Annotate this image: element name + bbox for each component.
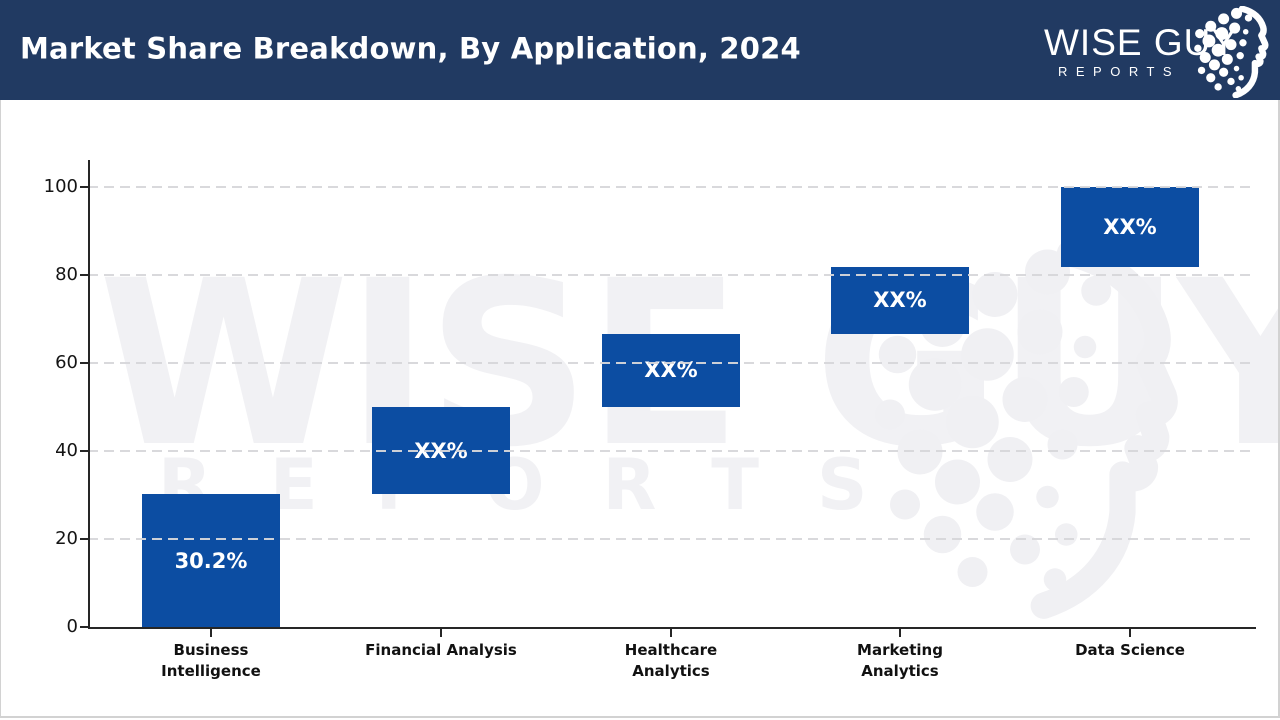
y-axis-line bbox=[88, 160, 90, 629]
x-axis-tick-mark bbox=[899, 629, 901, 637]
category-label-line: Marketing bbox=[857, 641, 943, 659]
y-axis-tick-label: 20 bbox=[55, 528, 78, 549]
dotted-head-icon bbox=[1194, 6, 1269, 98]
gridline-y60 bbox=[88, 362, 1256, 364]
y-axis-tick-label: 40 bbox=[55, 440, 78, 461]
category-label-line: Financial Analysis bbox=[365, 641, 517, 659]
page-title: Market Share Breakdown, By Application, … bbox=[20, 31, 801, 66]
watermark-head-icon bbox=[875, 240, 1178, 619]
x-axis-tick-mark bbox=[210, 629, 212, 637]
category-label-line: Data Science bbox=[1075, 641, 1185, 659]
y-axis-tick-mark bbox=[80, 450, 88, 452]
category-label: Healthcare Analytics bbox=[561, 640, 781, 682]
waterfall-bar: XX% bbox=[1061, 187, 1199, 268]
frame-border-left bbox=[0, 100, 1, 718]
gridline-y20 bbox=[88, 538, 1256, 540]
x-axis-tick-mark bbox=[670, 629, 672, 637]
frame-border-right bbox=[1278, 100, 1280, 718]
y-axis-tick-label: 100 bbox=[43, 176, 78, 197]
frame-border-bottom bbox=[0, 716, 1280, 718]
y-axis-tick-label: 0 bbox=[66, 616, 78, 637]
waterfall-bar: 30.2% bbox=[142, 494, 280, 627]
gridline-y100 bbox=[88, 186, 1256, 188]
x-axis-tick-mark bbox=[1129, 629, 1131, 637]
y-axis-tick-mark bbox=[80, 186, 88, 188]
category-label-line: Healthcare bbox=[624, 641, 718, 659]
bar-value-label: XX% bbox=[1103, 215, 1157, 240]
category-label-line: Analytics bbox=[861, 662, 939, 680]
y-axis-tick-mark bbox=[80, 274, 88, 276]
category-label-line: Business bbox=[173, 641, 249, 659]
bar-value-label: 30.2% bbox=[174, 548, 248, 573]
x-axis-line bbox=[88, 627, 1256, 629]
x-axis-tick-mark bbox=[440, 629, 442, 637]
gridline-y80 bbox=[88, 274, 1256, 276]
y-axis-tick-label: 80 bbox=[55, 264, 78, 285]
category-label: Financial Analysis bbox=[331, 640, 551, 661]
category-label-line: Intelligence bbox=[161, 662, 261, 680]
gridline-y40 bbox=[88, 450, 1256, 452]
category-label-line: Analytics bbox=[632, 662, 710, 680]
bar-value-label: XX% bbox=[873, 288, 927, 313]
y-axis-tick-mark bbox=[80, 538, 88, 540]
y-axis-tick-mark bbox=[80, 626, 88, 628]
y-axis-tick-mark bbox=[80, 362, 88, 364]
category-label: Business Intelligence bbox=[101, 640, 321, 682]
y-axis-tick-label: 60 bbox=[55, 352, 78, 373]
logo-tagline: REPORTS bbox=[1058, 64, 1181, 79]
header-bar: Market Share Breakdown, By Application, … bbox=[0, 0, 1280, 100]
waterfall-bar: XX% bbox=[831, 267, 969, 334]
brand-logo: WISE GUY REPORTS bbox=[1038, 2, 1278, 98]
waterfall-bar: XX% bbox=[602, 333, 740, 407]
category-label: Marketing Analytics bbox=[790, 640, 1010, 682]
category-label: Data Science bbox=[1020, 640, 1240, 661]
